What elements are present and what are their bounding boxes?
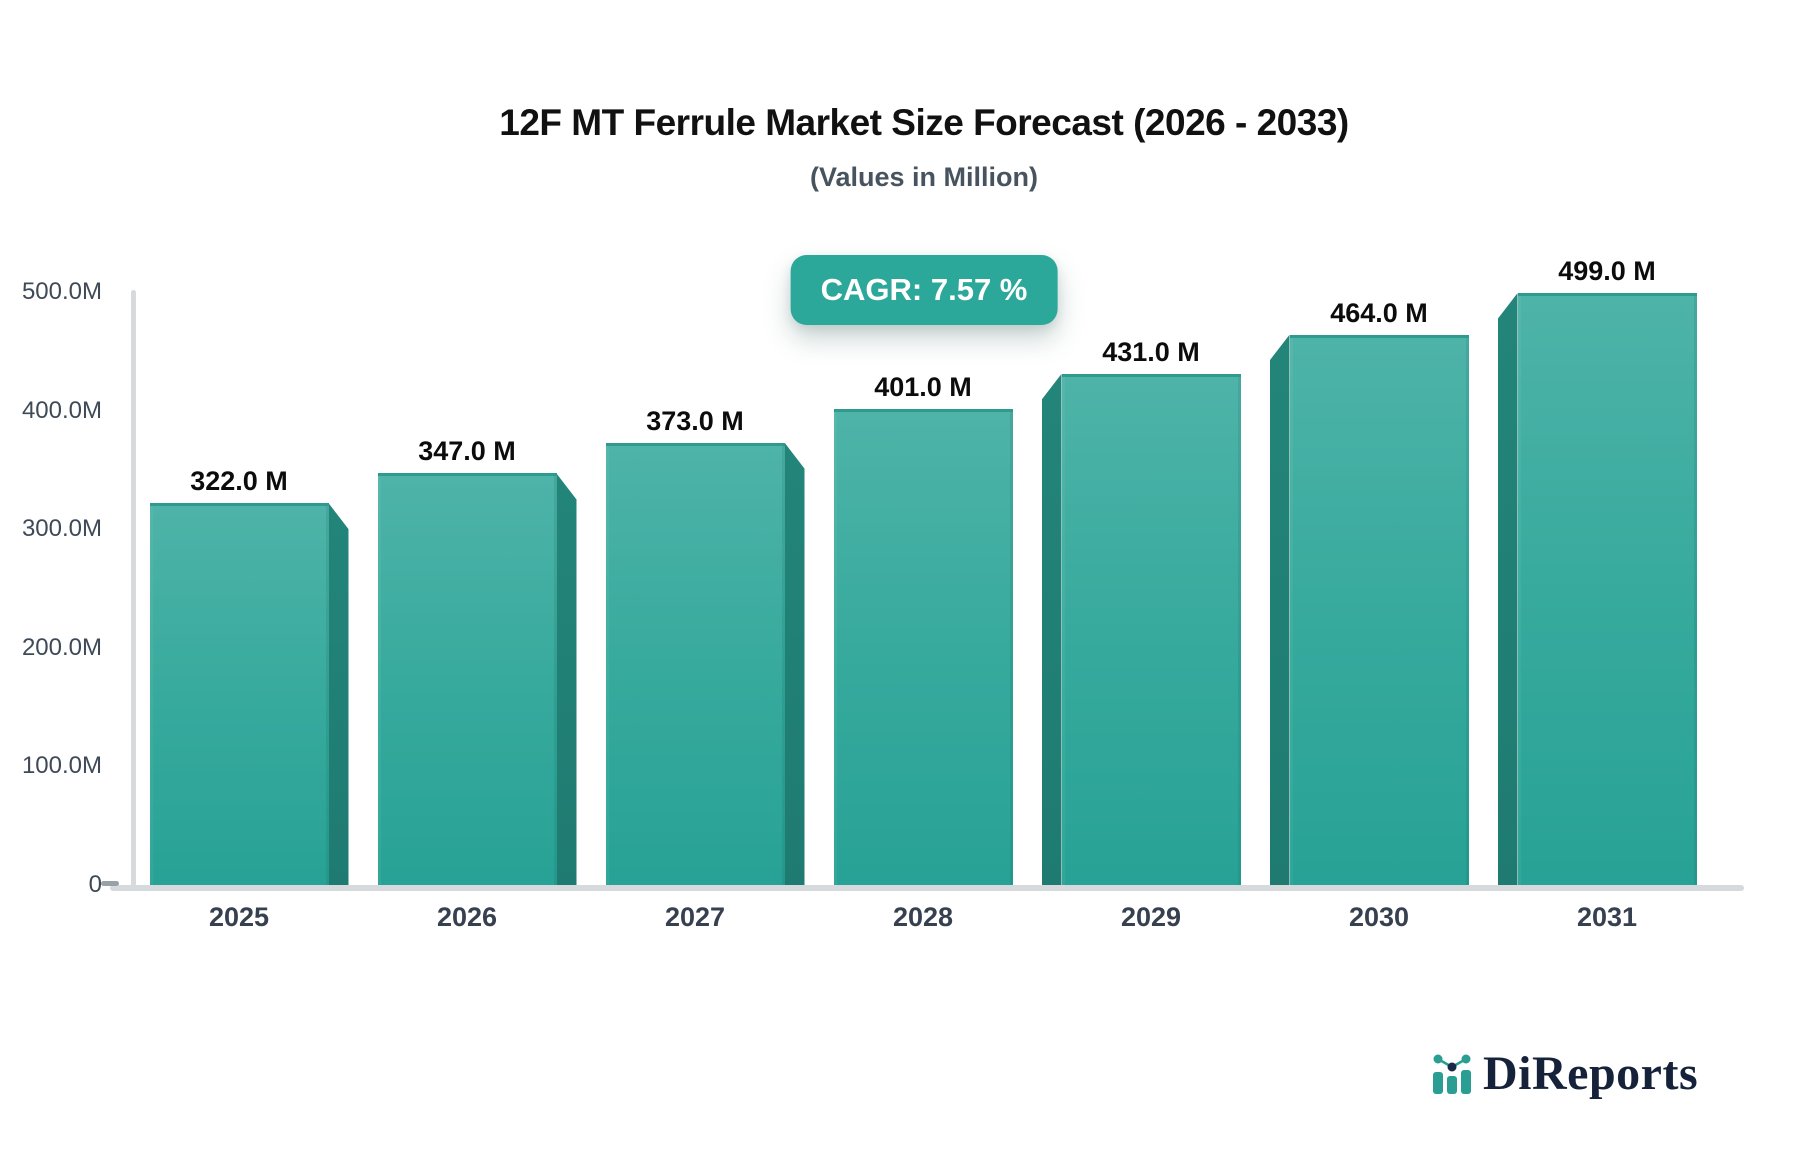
- bar-3d-side-face: [1269, 334, 1290, 885]
- chart-title: 12F MT Ferrule Market Size Forecast (202…: [499, 102, 1349, 143]
- chart-subtitle: (Values in Million): [809, 162, 1039, 192]
- bar-value-label: 499.0 M: [1558, 256, 1656, 287]
- brand-logo: DiReports: [1432, 1042, 1699, 1100]
- bar-2029[interactable]: 431.0 M: [1041, 338, 1241, 885]
- bar-chart-logo-icon: [1433, 1054, 1471, 1094]
- x-axis-baseline: [110, 885, 1744, 891]
- cagr-badge: CAGR: 7.57 %: [790, 255, 1058, 325]
- y-axis-label: 0: [88, 871, 102, 898]
- bar-value-label: 322.0 M: [190, 466, 288, 497]
- x-axis-label-2028: 2028: [892, 902, 954, 932]
- x-axis-label-2031: 2031: [1576, 902, 1638, 932]
- bar-2026[interactable]: 347.0 M: [377, 438, 577, 885]
- bar-2030[interactable]: 464.0 M: [1269, 299, 1469, 885]
- y-axis-label: 200.0M: [21, 633, 102, 661]
- y-axis-label: 500.0M: [21, 278, 102, 305]
- y-axis-label: 100.0M: [21, 752, 102, 780]
- zero-tick-mark: [101, 881, 119, 886]
- y-axis-label: 400.0M: [21, 396, 102, 424]
- brand-name: DiReports: [1483, 1046, 1699, 1100]
- bar-value-label: 431.0 M: [1102, 336, 1200, 367]
- x-axis-label-2027: 2027: [664, 902, 726, 932]
- bar-3d-side-face: [556, 473, 577, 885]
- bar-3d-side-face: [1041, 373, 1062, 885]
- bar-value-label: 464.0 M: [1330, 297, 1428, 328]
- y-axis-label: 300.0M: [21, 515, 102, 543]
- bar-2027[interactable]: 373.0 M: [605, 407, 805, 885]
- bar-2025[interactable]: 322.0 M: [149, 468, 349, 885]
- bar-value-label: 347.0 M: [418, 436, 516, 467]
- bar-2028[interactable]: 401.0 M: [833, 374, 1013, 885]
- bar-value-label: 373.0 M: [646, 405, 744, 436]
- bar-3d-side-face: [328, 503, 349, 885]
- x-axis-label-2029: 2029: [1120, 902, 1182, 932]
- x-axis-label-2025: 2025: [208, 902, 270, 932]
- y-axis-line: [131, 290, 136, 887]
- bar-value-label: 401.0 M: [874, 372, 972, 403]
- bar-2031[interactable]: 499.0 M: [1497, 258, 1697, 885]
- bar-3d-side-face: [1497, 293, 1518, 885]
- x-axis-label-2030: 2030: [1348, 902, 1410, 932]
- bar-3d-side-face: [784, 442, 805, 885]
- x-axis-label-2026: 2026: [436, 902, 498, 932]
